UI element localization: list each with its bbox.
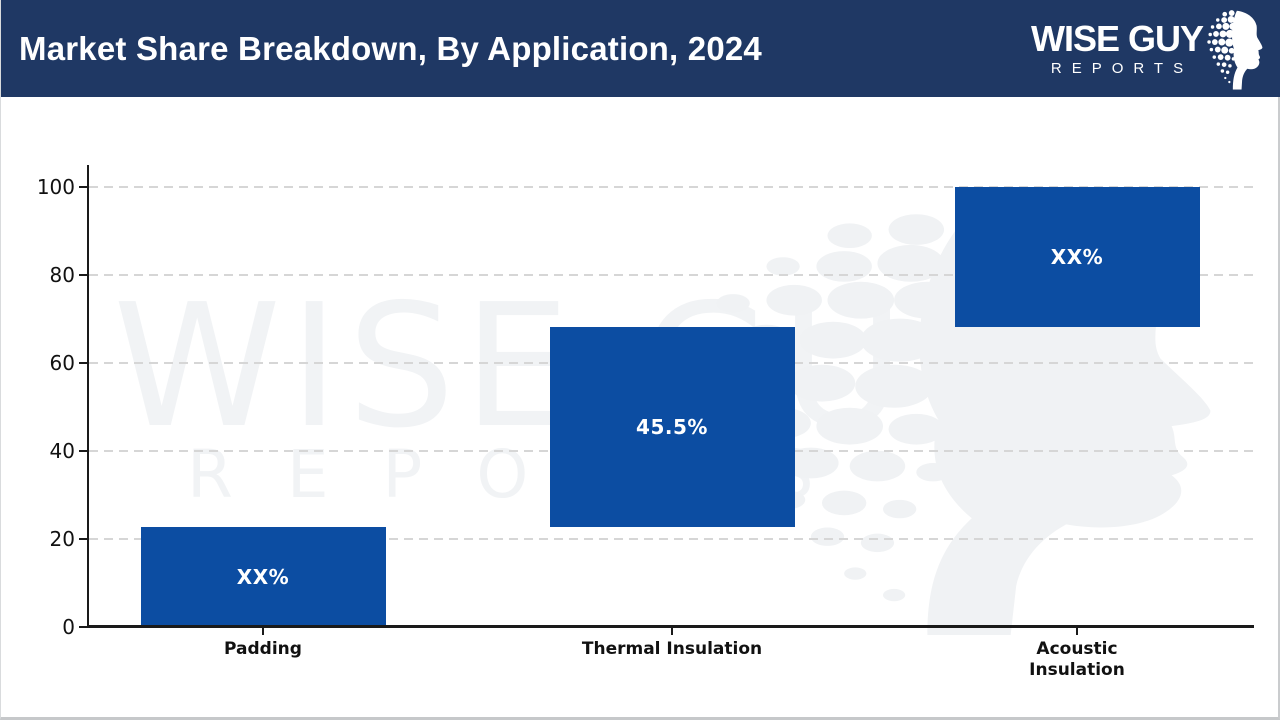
y-tickmark-100 [79,186,87,188]
header-bar: Market Share Breakdown, By Application, … [1,0,1280,97]
logo-text: WISE GUY REPORTS [1030,18,1204,77]
y-tick-label-80: 80 [49,263,75,287]
y-tick-label-20: 20 [49,527,75,551]
category-label-acoustic-insulation: Acoustic Insulation [1029,639,1125,680]
bar-thermal-insulation: 45.5% [549,326,795,528]
category-label-padding: Padding [224,639,302,659]
x-axis-spine [87,625,1254,628]
x-tickmark-padding [262,628,264,635]
bar-padding: XX% [140,527,386,627]
y-tick-label-0: 0 [62,615,75,639]
logo-subtext: REPORTS [1050,60,1194,77]
gridline-80 [89,274,1254,276]
bar-value-label-padding: XX% [236,565,290,590]
x-tickmark-acoustic-insulation [1076,628,1078,635]
y-tickmark-40 [79,450,87,452]
y-tick-label-40: 40 [49,439,75,463]
logo-wordmark: WISE GUY [1030,18,1204,59]
category-label-thermal-insulation: Thermal Insulation [581,639,763,659]
y-axis-spine [87,165,89,627]
gridline-20 [89,538,1254,540]
wiseguy-head-icon [1205,7,1263,91]
gridline-100 [89,186,1254,188]
bar-value-label-acoustic-insulation: XX% [1050,244,1104,269]
brand-logo: WISE GUY REPORTS [1031,7,1263,91]
bar-value-label-thermal-insulation: 45.5% [636,415,708,439]
page-title: Market Share Breakdown, By Application, … [19,29,762,67]
y-tick-label-100: 100 [36,175,75,199]
y-tickmark-60 [79,362,87,364]
y-tickmark-0 [79,626,87,628]
bar-acoustic-insulation: XX% [954,187,1200,327]
y-tickmark-20 [79,538,87,540]
y-tick-label-60: 60 [49,351,75,375]
y-tickmark-80 [79,274,87,276]
x-tickmark-thermal-insulation [671,628,673,635]
